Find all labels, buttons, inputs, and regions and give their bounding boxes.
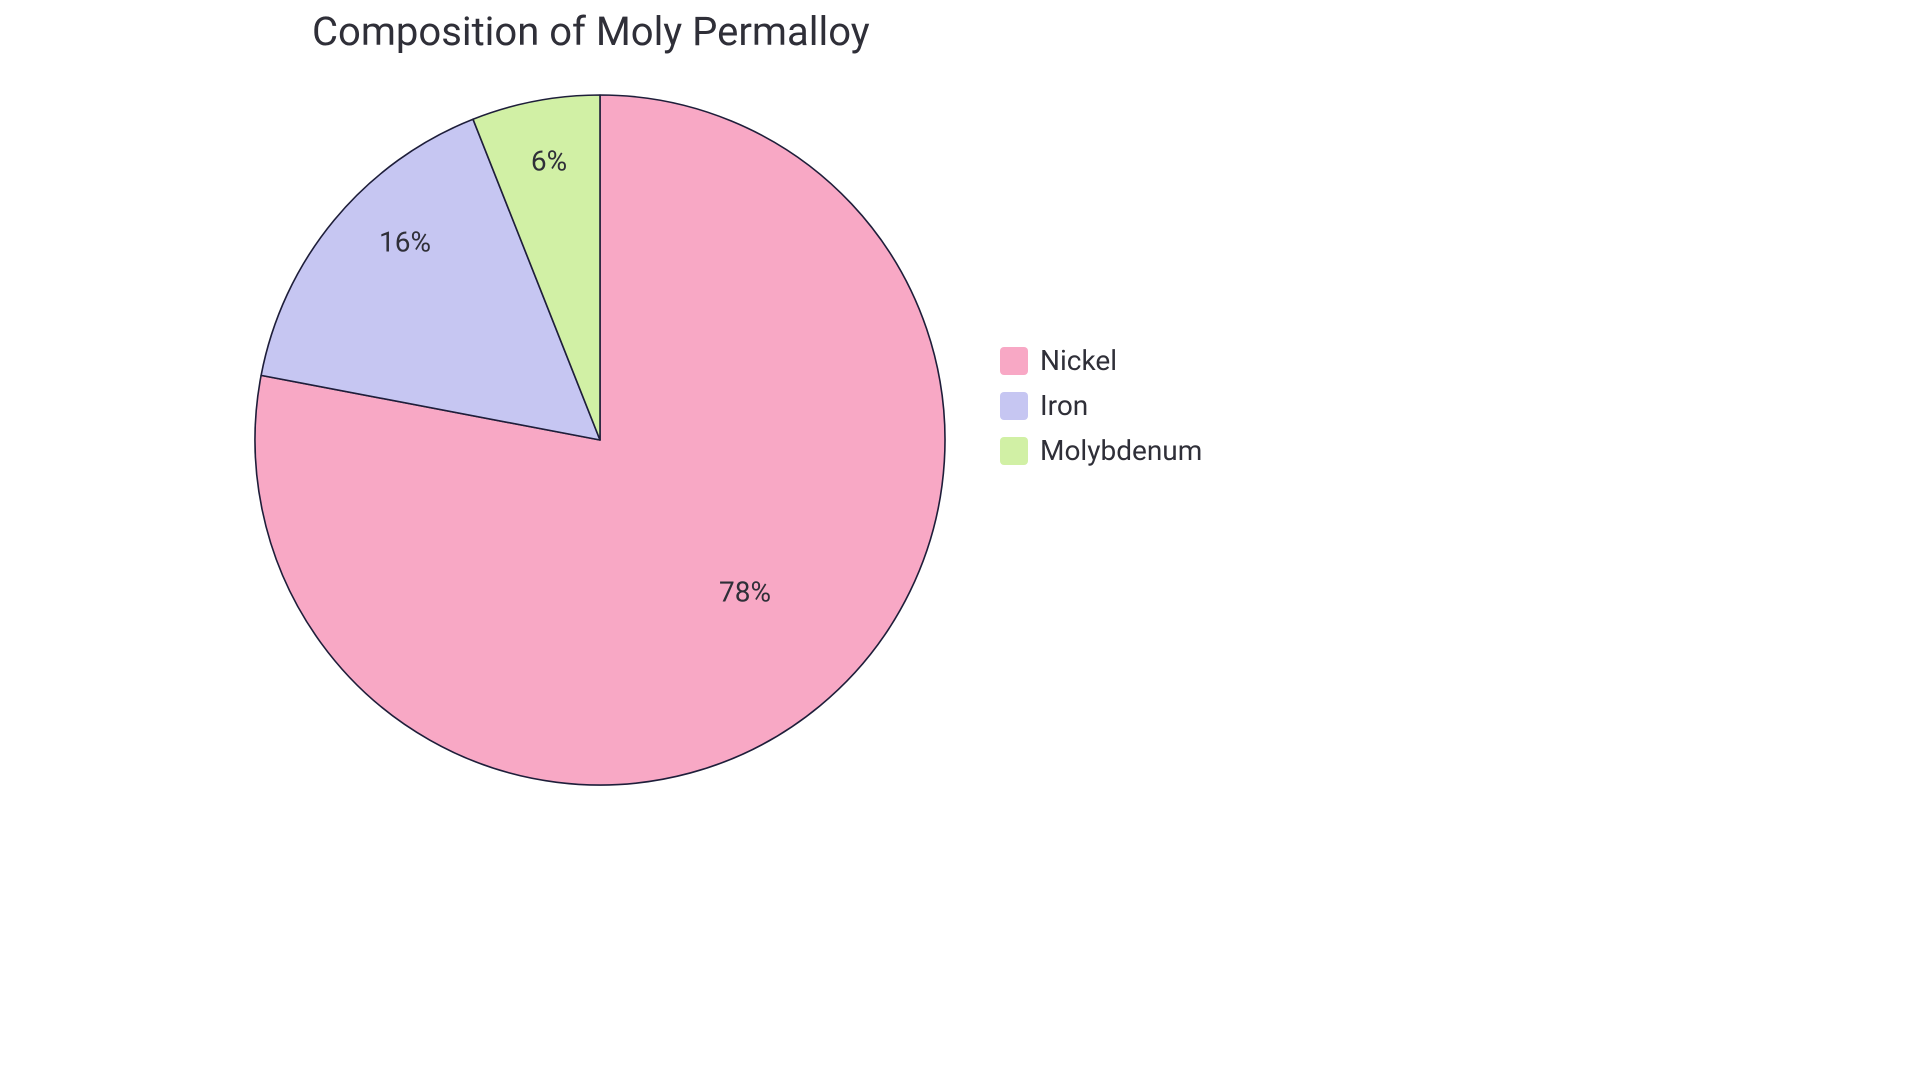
pie-svg — [253, 93, 947, 787]
legend-swatch-iron — [1000, 392, 1028, 420]
legend-item-molybdenum: Molybdenum — [1000, 434, 1202, 467]
slice-label-iron: 16% — [379, 226, 431, 259]
legend-item-nickel: Nickel — [1000, 344, 1202, 377]
chart-title: Composition of Moly Permalloy — [312, 8, 870, 55]
pie-chart — [253, 93, 947, 791]
chart-container: Composition of Moly Permalloy 78% 16% 6% N… — [0, 0, 1920, 1083]
legend-item-iron: Iron — [1000, 389, 1202, 422]
legend-swatch-molybdenum — [1000, 437, 1028, 465]
legend-label-nickel: Nickel — [1040, 344, 1117, 377]
legend-label-iron: Iron — [1040, 389, 1088, 422]
slice-label-nickel: 78% — [719, 576, 771, 609]
legend-label-molybdenum: Molybdenum — [1040, 434, 1202, 467]
legend-swatch-nickel — [1000, 347, 1028, 375]
slice-label-molybdenum: 6% — [531, 145, 567, 178]
legend: Nickel Iron Molybdenum — [1000, 344, 1202, 479]
